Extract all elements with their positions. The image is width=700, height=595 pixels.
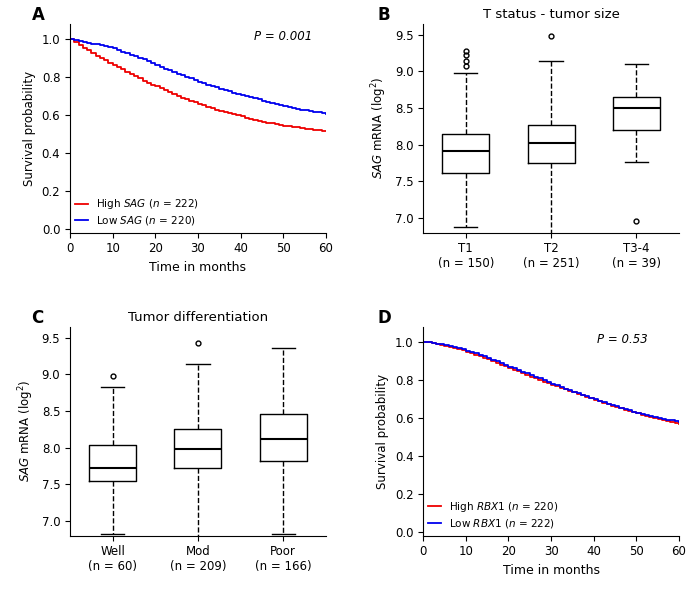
Text: P = 0.53: P = 0.53 xyxy=(597,333,648,346)
X-axis label: Time in months: Time in months xyxy=(149,261,246,274)
Title: Tumor differentiation: Tumor differentiation xyxy=(128,311,268,324)
Text: D: D xyxy=(377,309,391,327)
Text: C: C xyxy=(32,309,44,327)
Y-axis label: Survival probability: Survival probability xyxy=(376,374,389,488)
Title: T status - tumor size: T status - tumor size xyxy=(482,8,620,21)
Y-axis label: Survival probability: Survival probability xyxy=(23,71,36,186)
Y-axis label: $SAG$ mRNA (log$^2$): $SAG$ mRNA (log$^2$) xyxy=(370,77,389,179)
Text: P = 0.001: P = 0.001 xyxy=(254,30,312,43)
Legend: High $RBX1$ ($n$ = 220), Low $RBX1$ ($n$ = 222): High $RBX1$ ($n$ = 220), Low $RBX1$ ($n$… xyxy=(428,500,559,530)
X-axis label: Time in months: Time in months xyxy=(503,564,600,577)
Legend: High $SAG$ ($n$ = 222), Low $SAG$ ($n$ = 220): High $SAG$ ($n$ = 222), Low $SAG$ ($n$ =… xyxy=(75,198,199,227)
Text: B: B xyxy=(377,6,390,24)
Y-axis label: $SAG$ mRNA (log$^2$): $SAG$ mRNA (log$^2$) xyxy=(17,380,36,482)
Text: A: A xyxy=(32,6,45,24)
